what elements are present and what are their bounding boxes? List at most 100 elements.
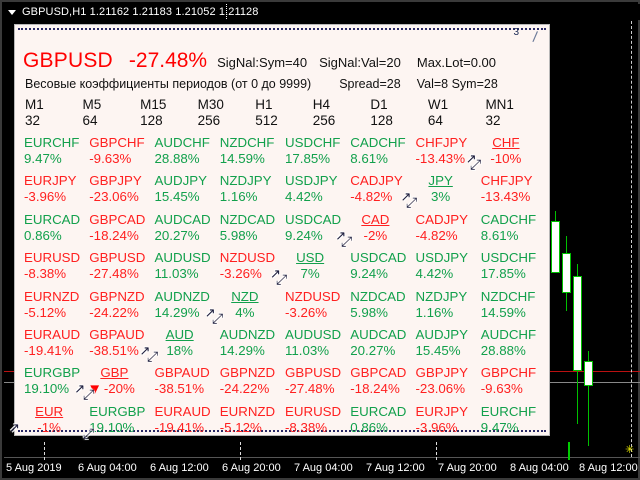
candle-body	[584, 361, 593, 386]
pair-cell-audchf[interactable]: AUDCHF 28.88%	[480, 327, 545, 359]
pair-cell-euraud[interactable]: EURAUD -19.41%	[23, 327, 88, 359]
pair-symbol: CADCHF	[480, 211, 537, 227]
matrix-row-cells: EURCHF 9.47% GBPCHF -9.63% AUDCHF 28.88% NZDCH…	[23, 135, 545, 167]
pair-symbol: EURUSD	[285, 403, 342, 419]
period-weight-d1[interactable]: 128	[370, 113, 393, 128]
period-weight-m15[interactable]: 128	[140, 113, 163, 128]
triangle-down-icon[interactable]	[8, 9, 16, 15]
pair-cell-cadjpy[interactable]: CADJPY -4.82%	[415, 212, 480, 244]
pair-cell-audnzd[interactable]: AUDNZD 14.29%	[219, 327, 284, 359]
pair-cell-eurcad[interactable]: EURCAD 0.86%	[23, 212, 88, 244]
pair-cell-audcad[interactable]: AUDCAD 20.27%	[154, 212, 219, 244]
pair-cell-eurgbp[interactable]: EURGBP 19.10%	[23, 365, 88, 397]
pair-symbol: GBPAUD	[154, 365, 210, 381]
matrix-row-chf: EURCHF 9.47% GBPCHF -9.63% AUDCHF 28.88% NZDCH…	[23, 135, 545, 173]
pair-cell-chfjpy[interactable]: CHFJPY -13.43%	[415, 135, 480, 167]
pair-cell-audnzd[interactable]: AUDNZD 14.29%	[154, 289, 219, 321]
pair-cell-nzdchf[interactable]: NZDCHF 14.59%	[480, 289, 545, 321]
pair-cell-usdcad[interactable]: USDCAD 9.24%	[284, 212, 349, 244]
pair-cell-eurnzd[interactable]: EURNZD -5.12%	[23, 289, 88, 321]
pair-cell-eurchf[interactable]: EURCHF 9.47%	[480, 404, 545, 436]
pair-cell-gbpaud[interactable]: GBPAUD -38.51%	[88, 327, 153, 359]
pair-cell-cadchf[interactable]: CADCHF 8.61%	[480, 212, 545, 244]
pair-cell-usdchf[interactable]: USDCHF 17.85%	[284, 135, 349, 167]
pair-value: 14.29%	[219, 342, 265, 358]
pair-cell-eurchf[interactable]: EURCHF 9.47%	[23, 135, 88, 167]
pair-cell-eurusd[interactable]: EURUSD -8.38%	[23, 250, 88, 282]
matrix-row-cells: EURUSD -8.38% GBPUSD -27.48% AUDUSD 11.03% NZD…	[23, 250, 545, 282]
pair-cell-gbpusd[interactable]: GBPUSD -27.48%	[88, 250, 153, 282]
pair-symbol: AUDNZD	[154, 288, 210, 304]
pair-cell-gbpaud[interactable]: GBPAUD -38.51%	[154, 365, 219, 397]
base-currency-cell-usd[interactable]: USD 7% ↗	[270, 250, 349, 282]
time-axis-label: 8 Aug 12:00	[579, 462, 638, 474]
pair-value: 1.16%	[415, 304, 454, 320]
pair-cell-audcad[interactable]: AUDCAD 20.27%	[349, 327, 414, 359]
pair-cell-gbpchf[interactable]: GBPCHF -9.63%	[480, 365, 545, 397]
pair-cell-nzdchf[interactable]: NZDCHF 14.59%	[219, 135, 284, 167]
pair-cell-cadchf[interactable]: CADCHF 8.61%	[349, 135, 414, 167]
pair-cell-eurjpy[interactable]: EURJPY -3.96%	[23, 173, 88, 205]
pair-cell-audchf[interactable]: AUDCHF 28.88%	[154, 135, 219, 167]
pair-cell-nzdusd[interactable]: NZDUSD -3.26%	[219, 250, 284, 282]
pair-value: 17.85%	[285, 151, 331, 166]
panel-header-row-weights: Весовые коэффициенты периодов (от 0 до 9…	[25, 77, 541, 91]
pair-value: 1.16%	[219, 189, 258, 205]
pair-value: -2%	[363, 227, 388, 243]
pair-value: 3%	[431, 189, 451, 205]
pair-cell-eurjpy[interactable]: EURJPY -3.96%	[415, 404, 480, 436]
pair-cell-gbpchf[interactable]: GBPCHF -9.63%	[88, 135, 153, 167]
period-weight-mn1[interactable]: 32	[485, 113, 501, 128]
pair-cell-nzdjpy[interactable]: NZDJPY 1.16%	[415, 289, 480, 321]
period-weight-h1[interactable]: 512	[255, 113, 278, 128]
pair-cell-gbpjpy[interactable]: GBPJPY -23.06%	[415, 365, 480, 397]
pair-cell-gbpnzd[interactable]: GBPNZD -24.22%	[219, 365, 284, 397]
currency-matrix-panel[interactable]: 3 / GBPUSD -27.48% SigNal:Sym=40 SigNal:…	[9, 24, 550, 440]
pair-cell-usdjpy[interactable]: USDJPY 4.42%	[284, 173, 349, 205]
base-currency-cell-eur[interactable]: EUR -1% ↗	[9, 404, 88, 436]
period-weight-w1[interactable]: 64	[427, 113, 443, 128]
chart-title-bar[interactable]: GBPUSD,H1 1.21162 1.21183 1.21052 1.2112…	[4, 4, 640, 20]
pair-cell-gbpcad[interactable]: GBPCAD -18.24%	[88, 212, 153, 244]
pair-cell-eurusd[interactable]: EURUSD -8.38%	[284, 404, 349, 436]
base-currency-cell-cad[interactable]: CAD -2% ↗	[335, 212, 414, 244]
period-weight-h4[interactable]: 256	[312, 113, 336, 128]
pair-cell-audusd[interactable]: AUDUSD 11.03%	[284, 327, 349, 359]
pair-cell-eurgbp[interactable]: EURGBP 19.10%	[88, 404, 153, 436]
pair-cell-nzdcad[interactable]: NZDCAD 5.98%	[219, 212, 284, 244]
pair-value: 8.61%	[480, 227, 519, 243]
pair-cell-audjpy[interactable]: AUDJPY 15.45%	[415, 327, 480, 359]
pair-symbol: EURCAD	[350, 403, 407, 419]
period-name-h4: H4	[312, 97, 331, 112]
pair-cell-audusd[interactable]: AUDUSD 11.03%	[154, 250, 219, 282]
period-weight-m5[interactable]: 64	[82, 113, 98, 128]
base-currency-cell-gbp[interactable]: GBP -20% ↗ ▼	[74, 365, 153, 397]
pair-cell-chfjpy[interactable]: CHFJPY -13.43%	[480, 173, 545, 205]
pair-cell-nzdusd[interactable]: NZDUSD -3.26%	[284, 289, 349, 321]
pair-cell-gbpcad[interactable]: GBPCAD -18.24%	[349, 365, 414, 397]
base-currency-cell-aud[interactable]: AUD 18% ↗	[140, 327, 219, 359]
pair-cell-usdcad[interactable]: USDCAD 9.24%	[349, 250, 414, 282]
pair-cell-audjpy[interactable]: AUDJPY 15.45%	[154, 173, 219, 205]
pair-cell-usdchf[interactable]: USDCHF 17.85%	[480, 250, 545, 282]
pair-cell-eurcad[interactable]: EURCAD 0.86%	[349, 404, 414, 436]
period-weight-m1[interactable]: 32	[25, 113, 41, 128]
axis-star-icon: ✳	[625, 444, 635, 456]
pair-cell-nzdjpy[interactable]: NZDJPY 1.16%	[219, 173, 284, 205]
plot-bottom-border	[4, 457, 640, 458]
pair-cell-euraud[interactable]: EURAUD -19.41%	[154, 404, 219, 436]
period-weight-m30[interactable]: 256	[197, 113, 221, 128]
pair-cell-usdjpy[interactable]: USDJPY 4.42%	[415, 250, 480, 282]
pair-cell-gbpusd[interactable]: GBPUSD -27.48%	[284, 365, 349, 397]
base-currency-cell-nzd[interactable]: NZD 4% ↗	[205, 289, 284, 321]
base-currency-cell-jpy[interactable]: JPY 3% ↗	[401, 173, 480, 205]
pair-cell-gbpnzd[interactable]: GBPNZD -24.22%	[88, 289, 153, 321]
time-axis-label: 6 Aug 12:00	[150, 462, 209, 474]
pair-symbol: GBP	[100, 365, 129, 381]
base-currency-cell-chf[interactable]: CHF -10% ↗	[466, 135, 545, 167]
pair-cell-eurnzd[interactable]: EURNZD -5.12%	[219, 404, 284, 436]
pair-cell-gbpjpy[interactable]: GBPJPY -23.06%	[88, 173, 153, 205]
pair-cell-nzdcad[interactable]: NZDCAD 5.98%	[349, 289, 414, 321]
candle-wick	[588, 351, 589, 446]
pair-cell-cadjpy[interactable]: CADJPY -4.82%	[349, 173, 414, 205]
